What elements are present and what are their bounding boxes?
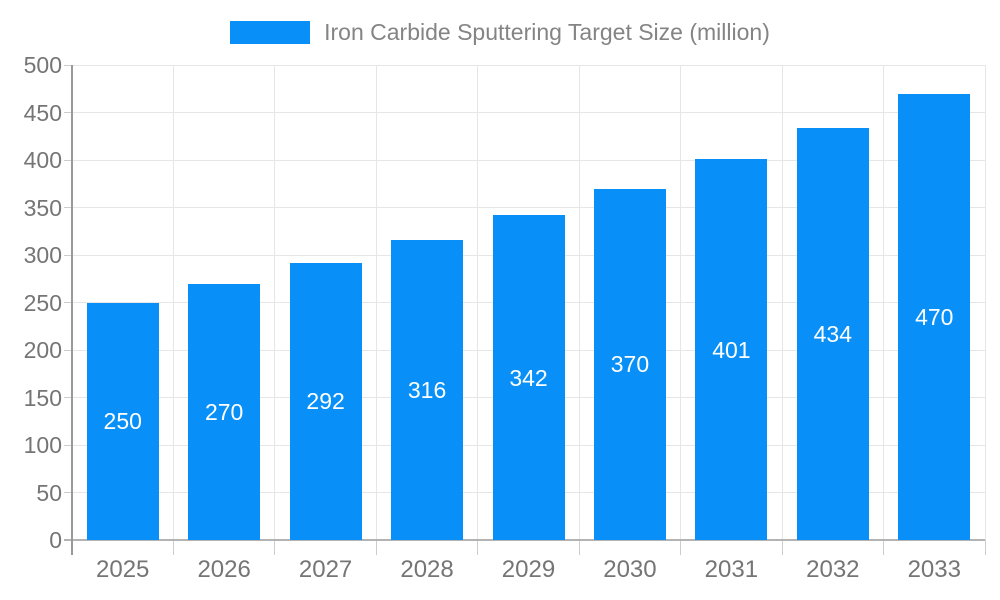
- x-axis-tick-label: 2030: [603, 556, 657, 583]
- y-axis-tick: [64, 64, 72, 66]
- x-axis-tick-label: 2033: [907, 556, 961, 583]
- gridline-horizontal: [72, 207, 985, 208]
- y-axis-line: [71, 65, 73, 555]
- legend-swatch: [230, 21, 311, 44]
- gridline-vertical: [477, 65, 479, 540]
- x-axis-tick: [984, 540, 986, 555]
- x-axis-tick-label: 2028: [400, 556, 454, 583]
- y-axis-tick: [64, 492, 72, 493]
- x-axis-tick: [172, 540, 174, 555]
- y-axis-tick-label: 300: [23, 242, 62, 268]
- y-axis-tick: [64, 254, 72, 256]
- gridline-horizontal: [72, 64, 985, 66]
- y-axis-tick-label: 500: [23, 52, 62, 78]
- gridline-vertical: [984, 65, 986, 540]
- bar-2029[interactable]: [492, 215, 565, 540]
- gridline-vertical: [883, 65, 885, 540]
- x-axis-tick-label: 2027: [298, 556, 353, 583]
- legend[interactable]: Iron Carbide Sputtering Target Size (mil…: [0, 19, 1000, 46]
- bar-value-label: 250: [103, 408, 142, 435]
- y-axis-tick: [64, 302, 72, 303]
- y-axis-tick-label: 200: [23, 337, 62, 363]
- y-axis-tick: [64, 159, 72, 161]
- bar-2028[interactable]: [391, 239, 464, 540]
- gridline-vertical: [172, 65, 174, 540]
- gridline-vertical: [781, 65, 783, 540]
- y-axis-tick: [64, 349, 72, 351]
- bar-value-label: 342: [509, 364, 548, 391]
- bar-value-label: 316: [407, 376, 447, 403]
- y-axis-tick-label: 50: [36, 479, 62, 506]
- x-axis-tick: [274, 540, 276, 555]
- gridline-vertical: [578, 65, 580, 540]
- gridline-vertical: [375, 65, 377, 540]
- bar-value-label: 270: [204, 398, 244, 425]
- bar-2026[interactable]: [188, 283, 261, 540]
- bar-value-label: 470: [915, 303, 954, 330]
- x-axis-tick-label: 2026: [197, 556, 251, 583]
- bar-value-label: 292: [306, 388, 345, 415]
- bar-2027[interactable]: [289, 262, 362, 540]
- x-axis-tick: [477, 540, 479, 555]
- bar-value-label: 401: [712, 336, 751, 363]
- y-axis-tick-label: 400: [23, 147, 62, 173]
- y-axis-tick-label: 450: [23, 99, 62, 126]
- y-axis-tick-label: 100: [23, 432, 62, 458]
- bar-2030[interactable]: [593, 188, 666, 540]
- x-axis-line: [64, 539, 985, 541]
- gridline-horizontal: [72, 159, 985, 161]
- x-axis-tick: [375, 540, 377, 555]
- y-axis-tick: [64, 444, 72, 446]
- x-axis-tick: [883, 540, 885, 555]
- x-axis-tick-label: 2032: [806, 556, 860, 583]
- bar-2032[interactable]: [796, 127, 869, 540]
- legend-label: Iron Carbide Sputtering Target Size (mil…: [324, 19, 770, 45]
- x-axis-tick-label: 2029: [501, 556, 556, 583]
- x-axis-tick-label: 2031: [704, 556, 759, 583]
- plot-area: 0 50 100 150 200 250 300 350 400 450 500 250 2025 270…: [24, 52, 986, 583]
- gridline-vertical: [680, 65, 682, 540]
- y-axis-tick-label: 0: [49, 527, 62, 553]
- bar-value-label: 434: [813, 320, 853, 347]
- bar-2031[interactable]: [695, 159, 768, 540]
- x-axis-tick: [680, 540, 682, 555]
- y-axis-tick-label: 150: [23, 384, 62, 411]
- gridline-vertical: [274, 65, 276, 540]
- x-axis-tick: [578, 540, 580, 555]
- x-axis-tick: [781, 540, 783, 555]
- y-axis-tick: [64, 397, 72, 398]
- x-axis-tick-label: 2025: [96, 556, 150, 583]
- gridline-horizontal: [72, 112, 985, 113]
- bar-value-label: 370: [610, 351, 650, 378]
- y-axis-tick: [64, 112, 72, 113]
- bar-2025[interactable]: [86, 302, 159, 540]
- y-axis-tick: [64, 207, 72, 208]
- bar-2033[interactable]: [898, 93, 971, 540]
- y-axis-tick-label: 250: [23, 289, 62, 316]
- y-axis-tick-label: 350: [23, 194, 62, 221]
